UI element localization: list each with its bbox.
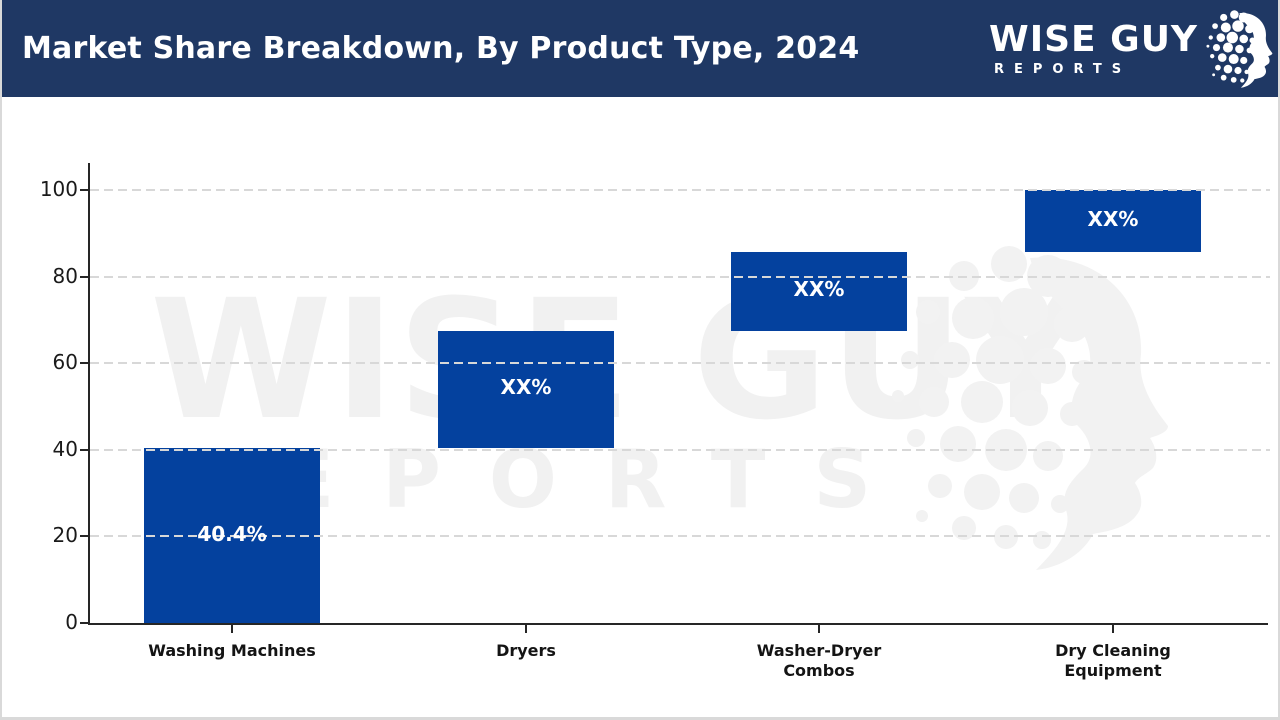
bar-dry-cleaning-equipment xyxy=(1025,190,1201,252)
gridline xyxy=(90,535,1270,537)
brand-subname: REPORTS xyxy=(993,61,1132,77)
y-tick-label: 40 xyxy=(52,437,78,461)
x-axis-spine xyxy=(88,623,1268,625)
dotted-head-logo-icon xyxy=(1206,10,1273,88)
brand-logo: WISE GUY REPORTS xyxy=(989,4,1274,94)
gridline xyxy=(90,189,1270,191)
x-tick-label: Washing Machines xyxy=(148,641,316,660)
x-tick-mark xyxy=(525,625,527,633)
y-tick-mark xyxy=(80,276,88,278)
y-tick-mark xyxy=(80,622,88,624)
brand-name: WISE GUY xyxy=(988,19,1198,61)
gridline xyxy=(90,362,1270,364)
y-tick-label: 100 xyxy=(39,177,78,201)
x-tick-label: Dryers xyxy=(496,641,556,660)
y-axis-spine xyxy=(88,163,90,625)
header-bar: Market Share Breakdown, By Product Type,… xyxy=(2,0,1278,97)
bar-value-label: 40.4% xyxy=(197,521,267,546)
x-tick-mark xyxy=(1112,625,1114,633)
y-tick-label: 0 xyxy=(65,610,78,634)
bar-value-label: XX% xyxy=(500,375,552,400)
x-tick-label: Washer-Dryer Combos xyxy=(756,641,882,680)
bar-washer-dryer-combos xyxy=(731,251,907,331)
gridline xyxy=(90,449,1270,451)
y-tick-label: 60 xyxy=(52,350,78,374)
y-tick-mark xyxy=(80,362,88,364)
chart-title: Market Share Breakdown, By Product Type,… xyxy=(22,31,860,66)
x-tick-label: Dry Cleaning Equipment xyxy=(1055,641,1171,680)
brand-logo-text: WISE GUY REPORTS xyxy=(989,21,1198,77)
y-tick-mark xyxy=(80,535,88,537)
gridline xyxy=(90,276,1270,278)
bar-value-label: XX% xyxy=(1087,206,1139,231)
y-tick-label: 20 xyxy=(52,523,78,547)
y-tick-mark xyxy=(80,189,88,191)
x-tick-mark xyxy=(231,625,233,633)
y-tick-label: 80 xyxy=(52,264,78,288)
x-tick-mark xyxy=(818,625,820,633)
bar-value-label: XX% xyxy=(793,277,845,302)
bar-dryers xyxy=(438,330,614,449)
y-tick-mark xyxy=(80,449,88,451)
